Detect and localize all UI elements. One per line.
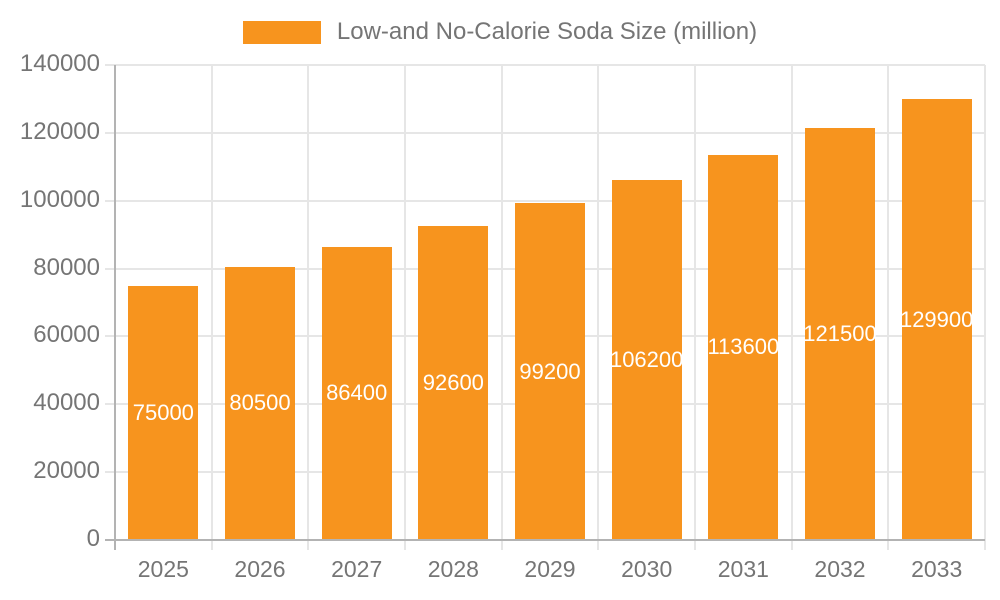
- x-tick-label: 2029: [524, 556, 576, 582]
- y-tick-label: 60000: [33, 321, 100, 349]
- bar-2031[interactable]: 113600: [707, 154, 780, 540]
- v-gridline: [790, 65, 793, 550]
- x-tick-label: 2030: [621, 556, 673, 582]
- legend-label: Low-and No-Calorie Soda Size (million): [336, 18, 758, 45]
- bar-2027[interactable]: 86400: [321, 246, 392, 540]
- plot-area: 75000 80500 86400 92600 99200 106200 113600 121…: [105, 64, 986, 550]
- bar-2032[interactable]: 121500: [803, 127, 877, 540]
- bar-value-label: 113600: [707, 334, 780, 360]
- y-axis-line: [114, 65, 116, 550]
- bar-value-label: 80500: [229, 390, 291, 416]
- bar-value-label: 86400: [326, 380, 388, 406]
- bar-value-label: 75000: [132, 399, 194, 425]
- v-gridline: [404, 65, 406, 550]
- legend-swatch: [242, 20, 321, 44]
- bar-value-label: 92600: [422, 369, 484, 395]
- v-gridline: [307, 65, 310, 550]
- bar-2033[interactable]: 129900: [899, 99, 974, 540]
- y-tick-label: 140000: [19, 50, 100, 78]
- bar-value-label: 121500: [803, 320, 877, 346]
- bar-value-label: 99200: [519, 358, 581, 384]
- x-tick-label: 2027: [331, 556, 383, 582]
- h-gridline: [105, 131, 985, 134]
- h-gridline: [105, 199, 985, 202]
- bar-2029[interactable]: 99200: [515, 203, 585, 540]
- v-gridline: [500, 65, 503, 550]
- v-gridline: [210, 65, 213, 550]
- x-tick-label: 2026: [234, 556, 286, 582]
- bar-value-label: 106200: [609, 346, 684, 372]
- bar-2026[interactable]: 80500: [225, 266, 295, 540]
- y-tick-label: 80000: [33, 253, 100, 281]
- x-axis-labels: 2025 2026 2027 2028 2029 2030 2031 2032 2033: [115, 556, 985, 586]
- x-axis-line: [105, 539, 985, 541]
- v-gridline: [694, 65, 696, 550]
- y-axis-labels: 0 20000 40000 60000 80000 100000 120000 140000: [0, 50, 100, 552]
- y-tick-label: 40000: [33, 389, 100, 417]
- h-gridline: [105, 64, 985, 66]
- x-tick-label: 2032: [814, 556, 866, 582]
- y-tick-label: 20000: [33, 457, 100, 485]
- v-gridline: [984, 65, 986, 550]
- x-tick-label: 2031: [717, 556, 769, 582]
- y-tick-label: 120000: [19, 118, 100, 146]
- v-gridline: [887, 65, 890, 550]
- bar-value-label: 129900: [899, 306, 974, 332]
- legend[interactable]: Low-and No-Calorie Soda Size (million): [0, 18, 1000, 46]
- bar-2025[interactable]: 75000: [128, 285, 199, 540]
- bar-2030[interactable]: 106200: [609, 179, 684, 540]
- bar-2028[interactable]: 92600: [418, 225, 489, 540]
- v-gridline: [597, 65, 600, 550]
- x-tick-label: 2033: [911, 556, 963, 582]
- x-tick-label: 2028: [427, 556, 479, 582]
- y-tick-label: 100000: [19, 185, 100, 213]
- y-tick-label: 0: [86, 525, 100, 553]
- x-tick-label: 2025: [137, 556, 189, 582]
